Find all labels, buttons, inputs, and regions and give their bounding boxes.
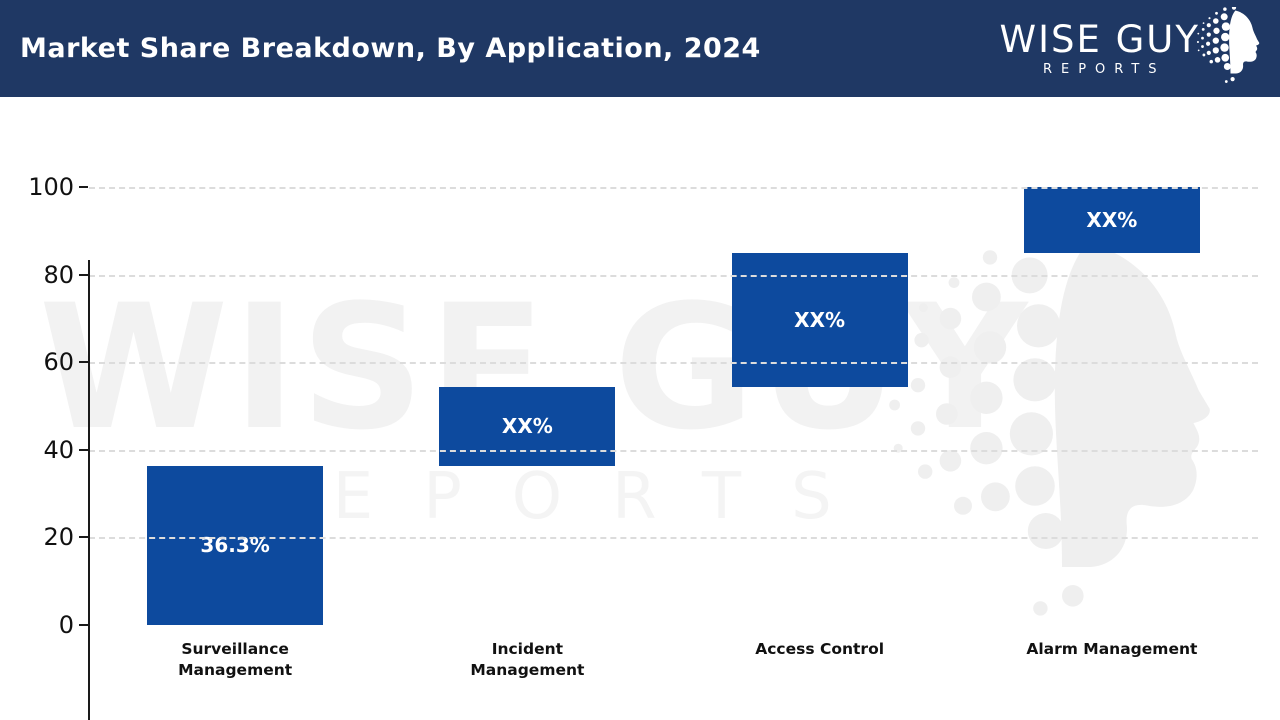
y-tick-mark	[79, 273, 88, 276]
gridline	[89, 449, 1258, 452]
header-bar: Market Share Breakdown, By Application, …	[0, 0, 1280, 97]
wiseguy-logo-text: WISE GUY REPORTS	[1000, 21, 1200, 77]
y-tick-label: 20	[43, 523, 74, 552]
logo-brand-subtitle: REPORTS	[1042, 61, 1166, 77]
y-tick-label: 100	[28, 172, 74, 201]
wiseguy-head-icon	[1184, 7, 1270, 91]
bar-value-label: XX%	[794, 308, 846, 333]
y-axis-line	[88, 260, 90, 720]
chart-canvas: WISE GUY REPORTS 0 20 40 60 80 100 36.3% XX% XX…	[0, 97, 1280, 720]
gridline	[89, 186, 1258, 189]
plot-area: 36.3% XX% XX% XX%	[89, 165, 1258, 625]
gridline	[89, 274, 1258, 277]
x-category-label: Alarm Management	[1026, 640, 1198, 658]
y-tick-mark	[79, 624, 88, 626]
page-title: Market Share Breakdown, By Application, …	[20, 33, 761, 64]
y-tick-mark	[79, 361, 88, 364]
bar-value-label: XX%	[1086, 208, 1138, 233]
wiseguy-logo: WISE GUY REPORTS	[1000, 7, 1270, 91]
y-tick-mark	[79, 536, 88, 539]
bar-segment: XX%	[1023, 186, 1200, 254]
logo-brand-name: WISE GUY	[999, 17, 1200, 61]
y-tick-label: 0	[58, 611, 74, 639]
y-tick-label: 40	[43, 435, 74, 464]
bar-segment: XX%	[439, 386, 616, 466]
y-axis-labels: 0 20 40 60 80 100	[0, 165, 74, 639]
y-tick-label: 80	[43, 260, 74, 289]
bar-segment: 36.3%	[147, 465, 324, 625]
x-category-label: Incident Management	[470, 640, 585, 680]
bar-segment: XX%	[731, 253, 908, 387]
x-category-label: Access Control	[755, 640, 885, 658]
gridline	[89, 537, 1258, 540]
bar-value-label: XX%	[501, 414, 553, 439]
x-category-label: Surveillance Management	[178, 640, 293, 680]
y-tick-mark	[79, 448, 88, 451]
gridline	[89, 362, 1258, 365]
y-tick-mark	[79, 185, 88, 188]
y-tick-label: 60	[43, 348, 74, 377]
